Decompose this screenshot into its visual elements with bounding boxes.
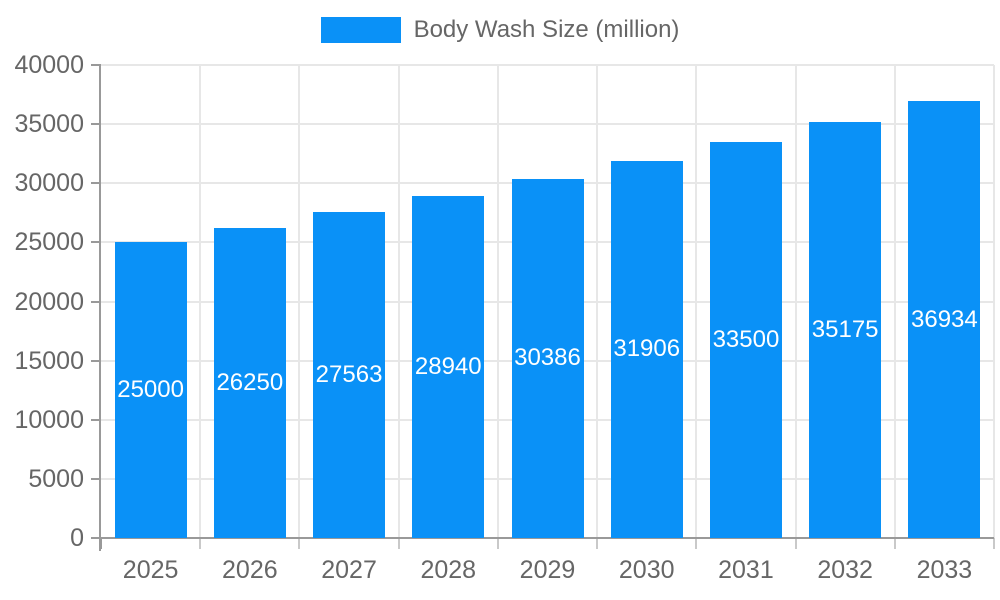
y-tick-label: 40000 — [14, 51, 84, 79]
y-tick-label: 30000 — [14, 169, 84, 198]
y-tick-label: 5000 — [28, 464, 84, 493]
x-grid-line — [496, 65, 499, 538]
y-tick-label: 10000 — [14, 405, 84, 434]
bar[interactable] — [213, 227, 286, 538]
x-tick — [596, 538, 599, 549]
bar[interactable] — [610, 160, 683, 538]
x-grid-line — [993, 65, 995, 538]
y-tick-label: 35000 — [14, 110, 84, 139]
x-tick — [496, 538, 499, 549]
y-tick — [91, 64, 101, 66]
x-grid-line — [794, 65, 797, 538]
bar-value-label: 31906 — [613, 335, 681, 363]
bar[interactable] — [114, 242, 187, 538]
bar[interactable] — [709, 141, 782, 538]
y-tick — [91, 359, 101, 362]
x-grid-line — [397, 65, 400, 538]
x-grid-line — [695, 65, 698, 538]
y-axis-line — [99, 65, 101, 551]
y-tick — [91, 241, 101, 244]
x-tick — [397, 538, 400, 549]
x-tick-label: 2031 — [718, 556, 774, 584]
bar-value-label: 28940 — [414, 352, 482, 380]
bar-value-label: 33500 — [712, 325, 780, 353]
y-tick — [91, 477, 101, 480]
bar[interactable] — [412, 195, 485, 538]
bar-value-label: 26250 — [216, 368, 284, 396]
bar[interactable] — [809, 122, 882, 538]
x-tick-label: 2028 — [420, 556, 477, 584]
legend-swatch-icon — [320, 17, 401, 43]
bar-value-label: 27563 — [315, 361, 383, 389]
y-tick — [91, 182, 101, 185]
y-tick — [91, 300, 101, 303]
y-grid-line — [101, 64, 994, 66]
bar-value-label: 35175 — [811, 316, 879, 344]
y-tick-label: 25000 — [14, 228, 84, 257]
bar[interactable] — [511, 178, 584, 538]
bar-value-label: 36934 — [911, 305, 978, 333]
x-tick-label: 2026 — [222, 556, 278, 584]
x-tick — [298, 538, 301, 549]
x-tick-label: 2027 — [321, 556, 377, 584]
x-tick — [794, 538, 797, 549]
legend-label: Body Wash Size (million) — [413, 16, 680, 43]
bar[interactable] — [313, 212, 386, 538]
x-grid-line — [596, 65, 599, 538]
y-tick-label: 15000 — [14, 346, 84, 375]
x-grid-line — [893, 65, 896, 538]
x-tick — [199, 538, 202, 549]
bar-value-label: 30386 — [514, 344, 581, 372]
x-tick-label: 2029 — [519, 556, 576, 584]
x-grid-line — [199, 65, 202, 538]
x-tick — [893, 538, 896, 549]
y-tick — [91, 537, 101, 539]
x-tick-label: 2033 — [916, 556, 973, 584]
x-grid-line — [298, 65, 301, 538]
x-tick-label: 2025 — [122, 556, 179, 584]
x-tick-label: 2032 — [817, 556, 873, 584]
y-tick — [91, 123, 101, 126]
y-tick — [91, 418, 101, 421]
y-tick-label: 20000 — [14, 287, 84, 316]
x-axis-line — [99, 537, 994, 539]
bar-value-label: 25000 — [117, 376, 184, 404]
x-tick — [993, 538, 995, 549]
y-grid-line — [101, 123, 994, 126]
x-tick — [100, 538, 102, 549]
x-tick — [695, 538, 698, 549]
bar[interactable] — [908, 101, 981, 538]
x-tick-label: 2030 — [618, 556, 675, 584]
legend[interactable]: Body Wash Size (million) — [0, 16, 1000, 44]
y-tick-label: 0 — [70, 524, 84, 552]
